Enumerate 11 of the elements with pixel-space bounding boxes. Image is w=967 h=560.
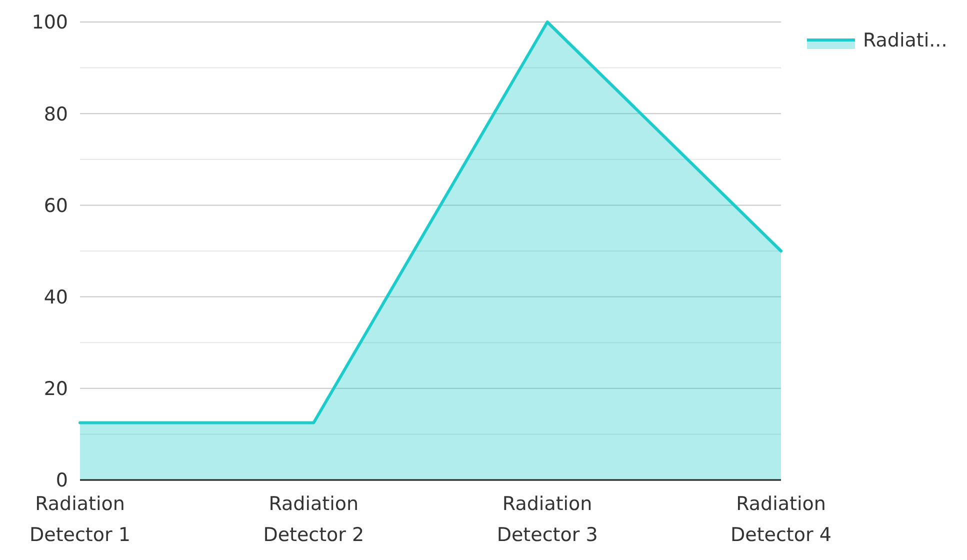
x-tick-label: Radiation Detector 3 bbox=[496, 493, 598, 546]
y-tick-label: 60 bbox=[44, 194, 68, 217]
y-tick-label: 20 bbox=[44, 378, 68, 400]
y-tick-label: 100 bbox=[32, 12, 68, 34]
y-tick-label: 40 bbox=[44, 286, 68, 308]
x-tick-label: Radiation Detector 4 bbox=[730, 493, 832, 546]
y-tick-label: 80 bbox=[44, 103, 68, 126]
x-tick-label: Radiation Detector 2 bbox=[263, 493, 364, 546]
legend-label: Radiati... bbox=[863, 30, 948, 52]
y-tick-label: 0 bbox=[56, 470, 68, 492]
x-tick-label: Radiation Detector 1 bbox=[30, 493, 130, 546]
